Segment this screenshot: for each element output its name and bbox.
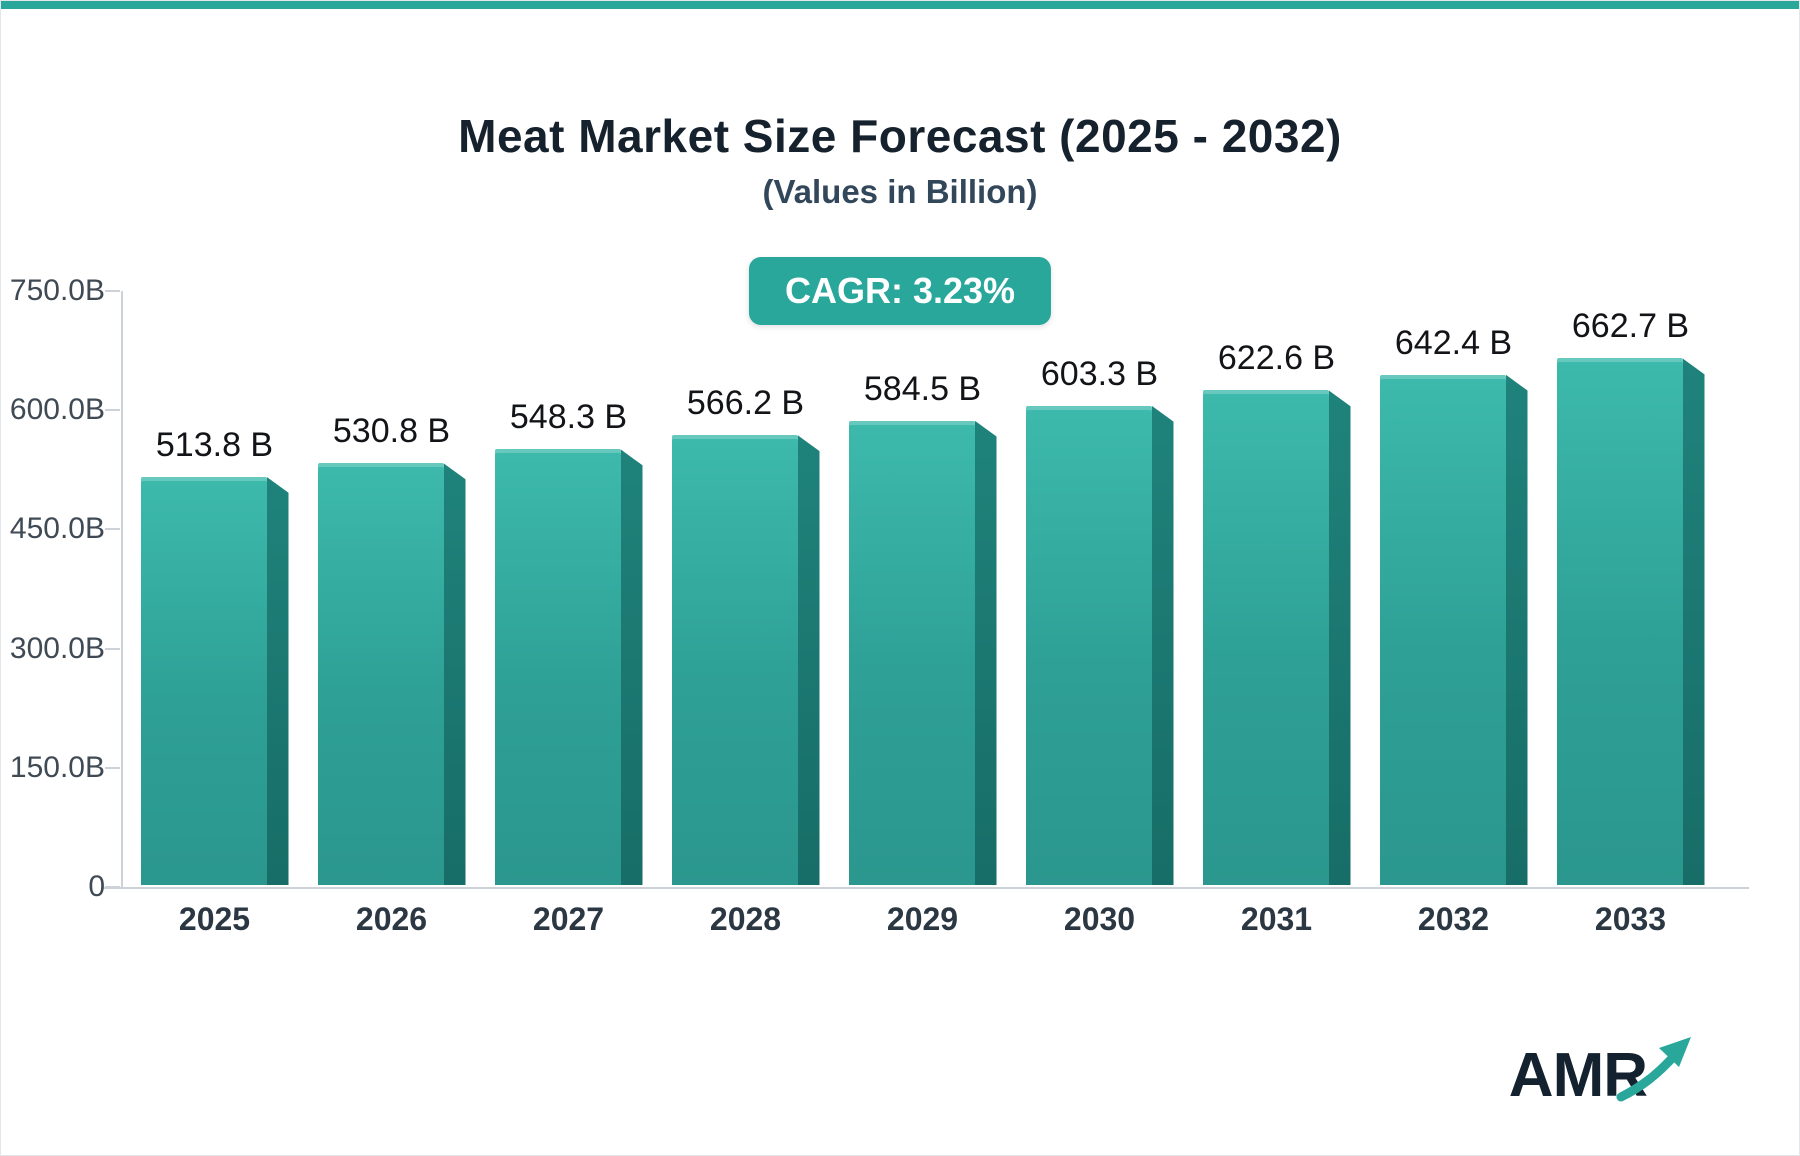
x-axis-label-2025: 2025 xyxy=(178,901,251,937)
y-axis-tick-label: 600.0B xyxy=(9,393,105,427)
y-axis-tick-label: 750.0B xyxy=(9,274,105,307)
bar-side-face-2029 xyxy=(974,420,997,885)
chart-subtitle: (Values in Billion) xyxy=(762,173,1038,210)
x-axis-label-2028: 2028 xyxy=(709,901,782,937)
bar-2028 xyxy=(671,435,798,885)
bar-group-2030: 603.3 B xyxy=(1025,355,1174,885)
bar-value-label-2033: 662.7 B xyxy=(1571,307,1690,346)
x-axis-label-2027: 2027 xyxy=(532,901,605,937)
cagr-badge: CAGR: 3.23% xyxy=(748,257,1052,325)
bar-value-label-2026: 530.8 B xyxy=(332,412,451,451)
bar-value-label-2032: 642.4 B xyxy=(1394,323,1513,362)
bar-value-label-2031: 622.6 B xyxy=(1217,339,1336,378)
y-axis-tick-label: 300.0B xyxy=(9,631,105,665)
y-axis-tick-label: 0 xyxy=(88,870,105,903)
bar-group-2033: 662.7 B xyxy=(1556,307,1705,885)
bar-value-label-2030: 603.3 B xyxy=(1040,354,1159,393)
bar-side-face-2025 xyxy=(266,476,289,885)
y-axis-tick-mark xyxy=(105,647,120,650)
y-axis-tick-mark xyxy=(105,409,120,412)
x-axis-label-2030: 2030 xyxy=(1063,901,1136,937)
x-axis-label-2029: 2029 xyxy=(886,901,959,937)
bar-group-2029: 584.5 B xyxy=(848,370,997,885)
y-axis-line xyxy=(121,291,123,889)
y-axis-tick-mark xyxy=(105,290,120,292)
y-axis-tick-mark xyxy=(105,528,120,531)
amr-logo-arrow-icon xyxy=(1616,1037,1691,1102)
bar-group-2028: 566.2 B xyxy=(671,384,820,885)
chart-title: Meat Market Size Forecast (2025 - 2032) xyxy=(458,110,1342,162)
y-axis-tick-label: 450.0B xyxy=(9,512,105,546)
top-accent-bar xyxy=(1,1,1799,9)
bar-2030 xyxy=(1025,405,1152,885)
amr-logo: AMR xyxy=(1509,1031,1699,1107)
bar-side-face-2030 xyxy=(1151,405,1174,885)
bar-2027 xyxy=(494,449,621,885)
y-axis-tick-label: 150.0B xyxy=(9,750,105,784)
x-axis-label-2031: 2031 xyxy=(1240,901,1313,937)
x-axis-label-2026: 2026 xyxy=(355,901,428,937)
y-axis-tick-mark xyxy=(105,886,120,888)
bar-side-face-2027 xyxy=(620,449,643,885)
bar-value-label-2025: 513.8 B xyxy=(155,425,274,464)
bar-value-label-2028: 566.2 B xyxy=(686,384,805,423)
x-axis-label-2032: 2032 xyxy=(1417,901,1490,937)
x-axis-baseline xyxy=(101,887,1749,889)
bar-2033 xyxy=(1556,358,1683,885)
bar-side-face-2028 xyxy=(797,435,820,885)
bar-value-label-2029: 584.5 B xyxy=(863,369,982,408)
bar-2025 xyxy=(140,476,267,885)
bar-2031 xyxy=(1202,390,1329,885)
bar-2026 xyxy=(317,463,444,885)
bar-group-2032: 642.4 B xyxy=(1379,324,1528,885)
bar-2029 xyxy=(848,420,975,885)
bar-group-2031: 622.6 B xyxy=(1202,339,1351,885)
bar-value-label-2027: 548.3 B xyxy=(509,398,628,437)
bar-group-2026: 530.8 B xyxy=(317,412,466,885)
y-axis-tick-mark xyxy=(105,766,120,769)
bar-side-face-2032 xyxy=(1505,374,1528,885)
bar-side-face-2031 xyxy=(1328,390,1351,885)
bar-side-face-2033 xyxy=(1682,358,1705,885)
bar-2032 xyxy=(1379,374,1506,885)
x-axis-label-2033: 2033 xyxy=(1594,901,1667,937)
bar-side-face-2026 xyxy=(443,463,466,885)
bar-group-2025: 513.8 B xyxy=(140,426,289,885)
bar-group-2027: 548.3 B xyxy=(494,398,643,885)
